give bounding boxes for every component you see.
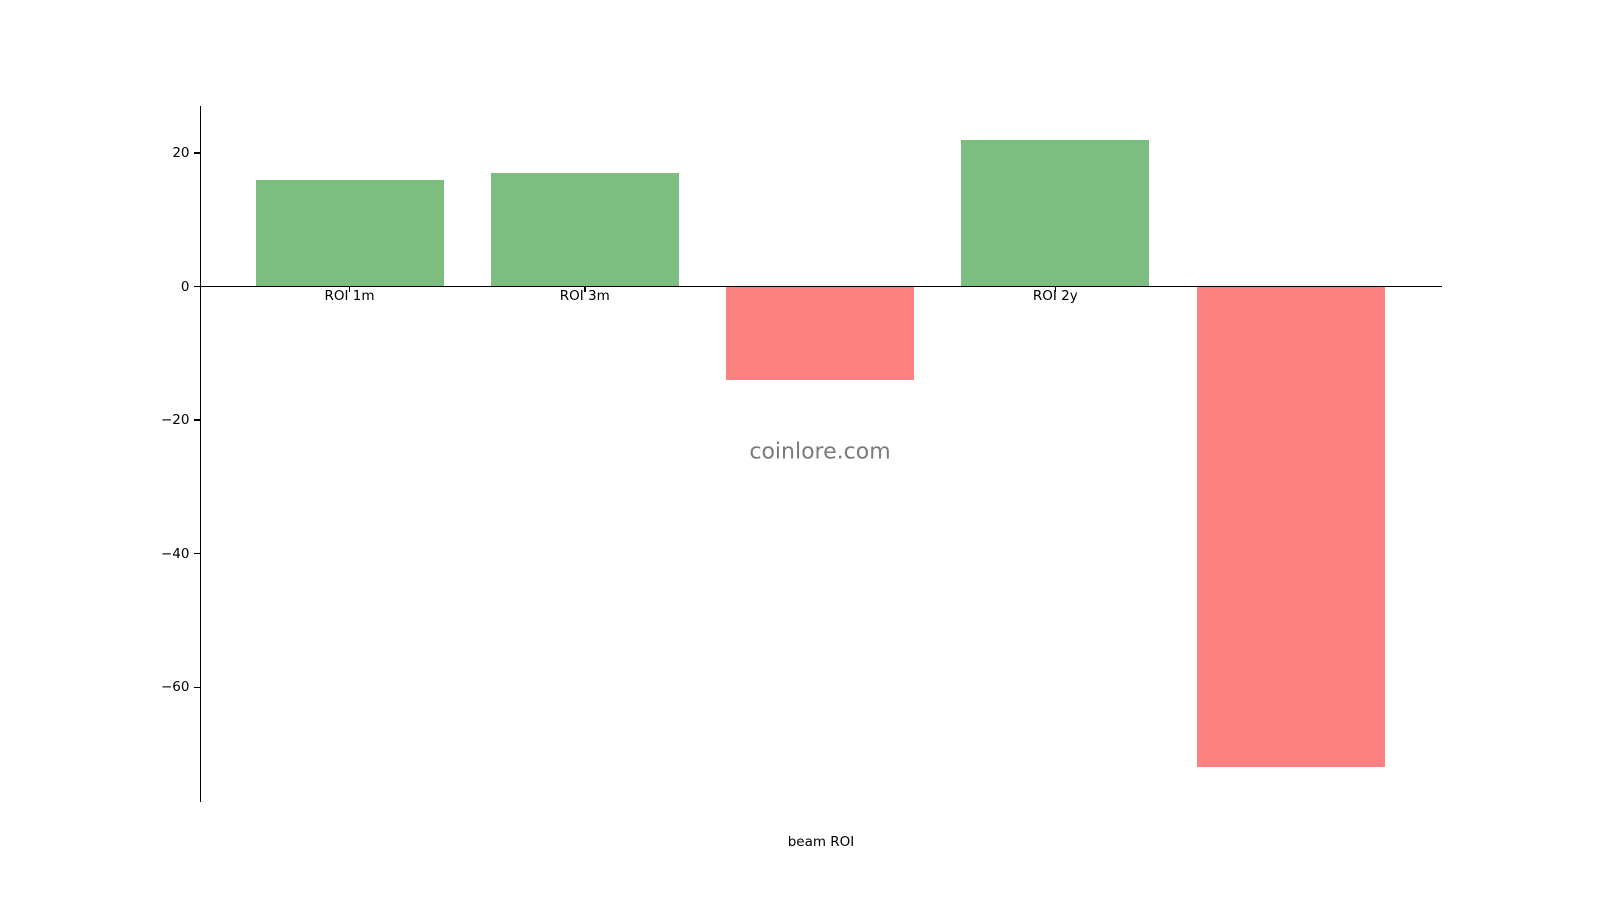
y-tick-label: 20 (172, 144, 190, 161)
x-tick-mark (584, 286, 586, 292)
y-tick-label: 0 (180, 278, 190, 295)
x-tick-mark (348, 286, 351, 292)
x-axis-title: beam ROI (787, 834, 855, 850)
bar-roi-2y (961, 139, 1150, 287)
x-tick-label: ROI 2y (1032, 288, 1078, 304)
y-tick-mark (193, 419, 201, 421)
bar-roi-1m (255, 179, 444, 287)
y-tick-mark (193, 285, 201, 288)
x-tick-mark (1054, 286, 1056, 292)
x-axis-line (199, 285, 1442, 288)
y-axis-line (199, 106, 202, 802)
watermark-text: coinlore.com (749, 439, 891, 465)
bar-unlabeled-3 (726, 286, 914, 381)
bar-unlabeled-5 (1196, 286, 1385, 768)
y-tick-label: −40 (161, 545, 190, 562)
y-tick-mark (193, 686, 201, 689)
bar-roi-3m (490, 172, 679, 287)
y-tick-label: −60 (161, 679, 190, 696)
y-tick-label: −20 (161, 412, 190, 429)
y-tick-mark (193, 152, 201, 154)
x-tick-label: ROI 1m (324, 288, 375, 304)
y-tick-mark (193, 552, 201, 555)
x-tick-label: ROI 3m (559, 288, 610, 304)
